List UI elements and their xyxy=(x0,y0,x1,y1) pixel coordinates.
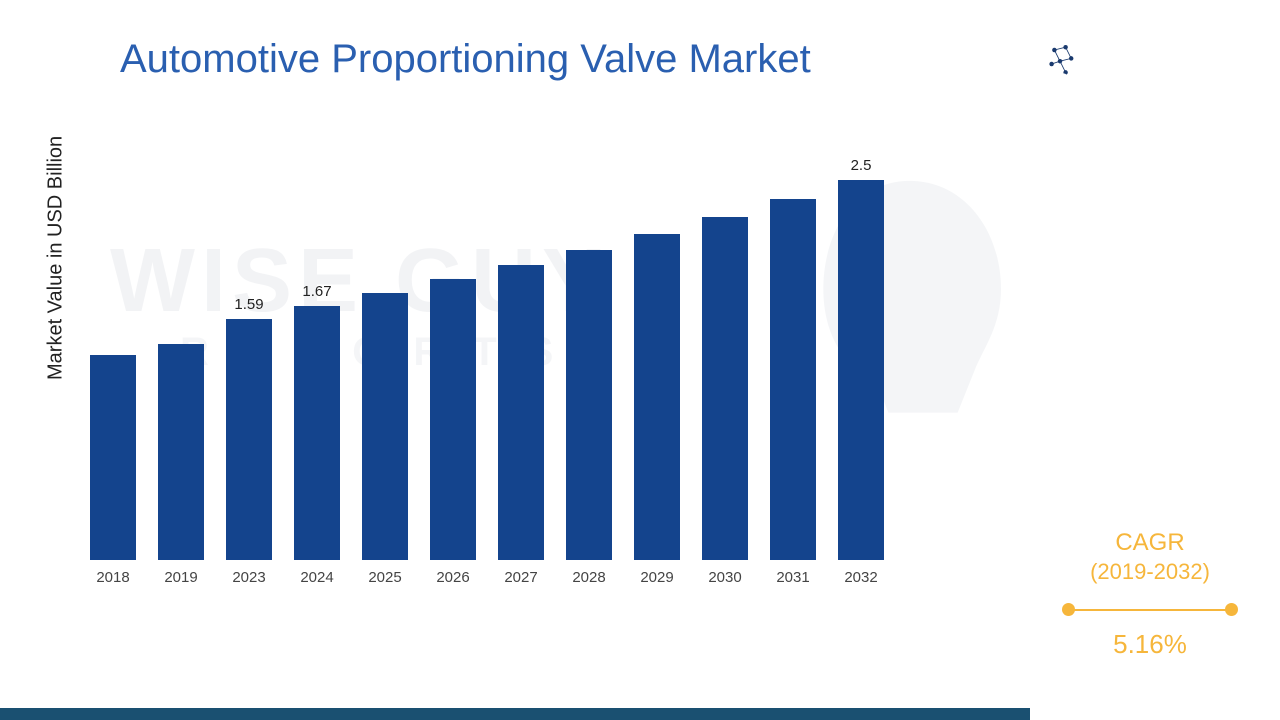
bar xyxy=(702,217,748,560)
brand-logo: WISE GUY R E P O R T S xyxy=(1058,34,1252,86)
bottom-strip xyxy=(0,708,1030,720)
x-category: 2032 xyxy=(831,569,891,586)
bar xyxy=(294,306,340,560)
bar xyxy=(226,319,272,560)
bar xyxy=(158,344,204,560)
x-category: 2019 xyxy=(151,569,211,586)
cagr-title: CAGR xyxy=(1060,529,1240,557)
x-category: 2026 xyxy=(423,569,483,586)
bar xyxy=(430,279,476,560)
bar xyxy=(498,265,544,560)
bar xyxy=(770,199,816,560)
cagr-divider xyxy=(1060,599,1240,621)
x-category: 2018 xyxy=(83,569,143,586)
cagr-range: (2019-2032) xyxy=(1060,559,1240,585)
chart-title: Automotive Proportioning Valve Market xyxy=(120,36,820,82)
bar-chart: 2018 2019 2023 1.59 2024 1.67 2025 2026 2027 2028… xyxy=(86,150,906,590)
bar xyxy=(90,355,136,560)
bar-value-label: 2.5 xyxy=(831,157,891,174)
x-category: 2028 xyxy=(559,569,619,586)
cagr-value: 5.16% xyxy=(1060,629,1240,660)
bar xyxy=(634,234,680,560)
logo-line-1: WISE GUY xyxy=(1058,34,1252,68)
cagr-block: CAGR (2019-2032) 5.16% xyxy=(1060,529,1240,660)
x-category: 2027 xyxy=(491,569,551,586)
x-category: 2025 xyxy=(355,569,415,586)
y-axis-label: Market Value in USD Billion xyxy=(45,136,68,380)
x-category: 2030 xyxy=(695,569,755,586)
bar xyxy=(362,293,408,560)
logo-line-2: R E P O R T S xyxy=(1058,70,1252,86)
bar xyxy=(838,180,884,560)
plot-area: 2018201920231.5920241.672025202620272028… xyxy=(86,150,906,560)
infographic-stage: WISE GUY REPORTS Automotive Proportionin… xyxy=(0,0,1280,720)
x-category: 2031 xyxy=(763,569,823,586)
bar xyxy=(566,250,612,560)
x-category: 2024 xyxy=(287,569,347,586)
x-category: 2023 xyxy=(219,569,279,586)
bar-value-label: 1.67 xyxy=(287,283,347,300)
bar-value-label: 1.59 xyxy=(219,296,279,313)
x-category: 2029 xyxy=(627,569,687,586)
